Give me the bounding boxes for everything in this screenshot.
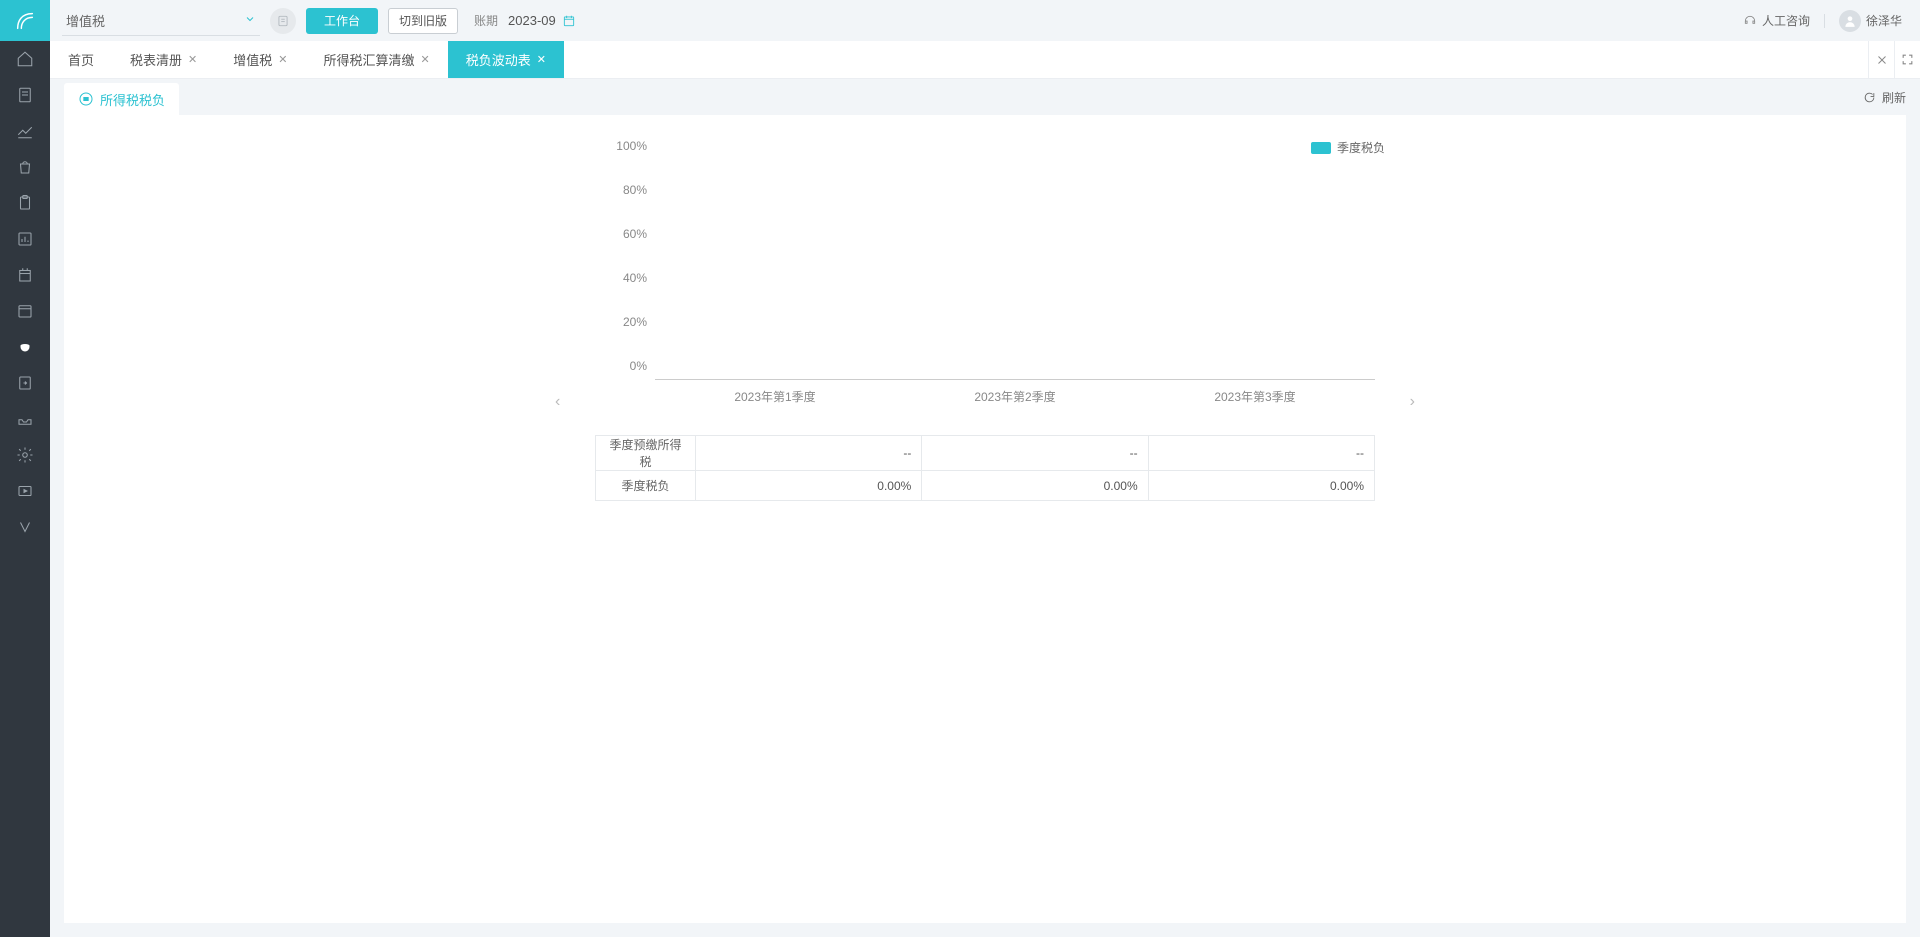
app-logo[interactable] xyxy=(0,0,50,41)
nav-clipboard-icon[interactable] xyxy=(0,185,50,221)
legend-swatch xyxy=(1311,142,1331,154)
support-label: 人工咨询 xyxy=(1762,12,1810,29)
nav-doc-icon[interactable] xyxy=(0,77,50,113)
main: 增值税 工作台 切到旧版 账期 2023-09 人工咨询 xyxy=(50,0,1920,937)
workspace-button[interactable]: 工作台 xyxy=(306,8,378,34)
refresh-label: 刷新 xyxy=(1882,89,1906,106)
sub-toolbar: 所得税税负 刷新 xyxy=(50,79,1920,115)
tab-税负波动表[interactable]: 税负波动表 ✕ xyxy=(448,41,564,78)
user-menu[interactable]: 徐泽华 xyxy=(1839,10,1902,32)
calendar-icon xyxy=(562,14,576,28)
tab-label: 税表清册 xyxy=(130,50,182,69)
nav-calendar-icon[interactable] xyxy=(0,293,50,329)
sub-tab-label: 所得税税负 xyxy=(100,90,165,109)
tab-label: 所得税汇算清缴 xyxy=(323,50,414,69)
x-tick-label: 2023年第3季度 xyxy=(1135,380,1375,405)
divider xyxy=(1824,14,1825,28)
tabs-row: 首页 税表清册 ✕ 增值税 ✕ 所得税汇算清缴 ✕ 税负波动表 ✕ xyxy=(50,41,1920,79)
content-panel: 季度税负 0%20%40%60%80%100% ‹ 2023年第1季度2023年… xyxy=(64,115,1906,923)
company-selector[interactable]: 增值税 xyxy=(62,6,260,36)
x-tick-label: 2023年第2季度 xyxy=(895,380,1135,405)
sidebar xyxy=(0,0,50,937)
table-cell: -- xyxy=(696,436,922,471)
user-name: 徐泽华 xyxy=(1866,12,1902,29)
nav-export-icon[interactable] xyxy=(0,365,50,401)
headset-icon xyxy=(1743,14,1757,28)
period-label: 账期 xyxy=(474,12,498,29)
tab-close-icon[interactable]: ✕ xyxy=(537,53,546,66)
x-tick-label: 2023年第1季度 xyxy=(655,380,895,405)
row-header: 季度税负 xyxy=(596,471,696,501)
tab-税表清册[interactable]: 税表清册 ✕ xyxy=(112,41,215,78)
chart-prev-arrow[interactable]: ‹ xyxy=(555,393,560,411)
chart-x-axis: 2023年第1季度2023年第2季度2023年第3季度 xyxy=(655,380,1375,405)
refresh-icon xyxy=(1863,91,1876,104)
tab-label: 首页 xyxy=(68,50,94,69)
nav-chart-icon[interactable] xyxy=(0,113,50,149)
list-icon-button[interactable] xyxy=(270,8,296,34)
table-cell: -- xyxy=(1148,436,1374,471)
close-all-tabs-icon[interactable] xyxy=(1868,41,1894,79)
support-link[interactable]: 人工咨询 xyxy=(1743,12,1810,29)
table-cell: -- xyxy=(922,436,1148,471)
tab-close-icon[interactable]: ✕ xyxy=(278,53,287,66)
table-row: 季度税负0.00%0.00%0.00% xyxy=(596,471,1375,501)
tab-label: 增值税 xyxy=(233,50,272,69)
tab-close-icon[interactable]: ✕ xyxy=(421,53,430,66)
chevron-down-icon xyxy=(244,13,256,28)
chart-legend: 季度税负 xyxy=(595,139,1385,156)
y-tick-label: 80% xyxy=(623,183,647,197)
tax-burden-chart: 季度税负 0%20%40%60%80%100% ‹ 2023年第1季度2023年… xyxy=(595,139,1375,405)
sub-tab-income-tax-burden[interactable]: 所得税税负 xyxy=(64,83,179,115)
nav-home-icon[interactable] xyxy=(0,41,50,77)
tab-增值税[interactable]: 增值税 ✕ xyxy=(215,41,305,78)
nav-settings-icon[interactable] xyxy=(0,437,50,473)
tab-label: 税负波动表 xyxy=(466,50,531,69)
nav-v-icon[interactable] xyxy=(0,509,50,545)
period-value: 2023-09 xyxy=(508,13,556,28)
chart-next-arrow[interactable]: › xyxy=(1410,393,1415,411)
fullscreen-icon[interactable] xyxy=(1894,41,1920,79)
chart-y-axis: 0%20%40%60%80%100% xyxy=(595,160,655,380)
table-cell: 0.00% xyxy=(696,471,922,501)
stamp-icon xyxy=(78,91,94,107)
y-tick-label: 0% xyxy=(630,359,647,373)
refresh-button[interactable]: 刷新 xyxy=(1863,89,1906,106)
chart-plot-area xyxy=(655,160,1375,380)
tab-close-icon[interactable]: ✕ xyxy=(188,53,197,66)
table-cell: 0.00% xyxy=(1148,471,1374,501)
nav-video-icon[interactable] xyxy=(0,473,50,509)
tab-所得税汇算清缴[interactable]: 所得税汇算清缴 ✕ xyxy=(305,41,447,78)
tax-burden-table: 季度预缴所得税------季度税负0.00%0.00%0.00% xyxy=(595,435,1375,501)
legend-label: 季度税负 xyxy=(1337,139,1385,156)
period-picker[interactable]: 2023-09 xyxy=(508,13,576,28)
topbar: 增值税 工作台 切到旧版 账期 2023-09 人工咨询 xyxy=(50,0,1920,41)
table-cell: 0.00% xyxy=(922,471,1148,501)
avatar-icon xyxy=(1839,10,1861,32)
y-tick-label: 20% xyxy=(623,315,647,329)
y-tick-label: 40% xyxy=(623,271,647,285)
y-tick-label: 60% xyxy=(623,227,647,241)
nav-bag-icon[interactable] xyxy=(0,149,50,185)
nav-inbox-icon[interactable] xyxy=(0,401,50,437)
company-name: 增值税 xyxy=(66,11,105,30)
nav-report-icon[interactable] xyxy=(0,221,50,257)
nav-tax-icon[interactable] xyxy=(0,257,50,293)
table-row: 季度预缴所得税------ xyxy=(596,436,1375,471)
switch-old-button[interactable]: 切到旧版 xyxy=(388,8,458,34)
tab-首页[interactable]: 首页 xyxy=(50,41,112,78)
row-header: 季度预缴所得税 xyxy=(596,436,696,471)
nav-tax-burden-icon[interactable] xyxy=(0,329,50,365)
y-tick-label: 100% xyxy=(616,139,647,153)
